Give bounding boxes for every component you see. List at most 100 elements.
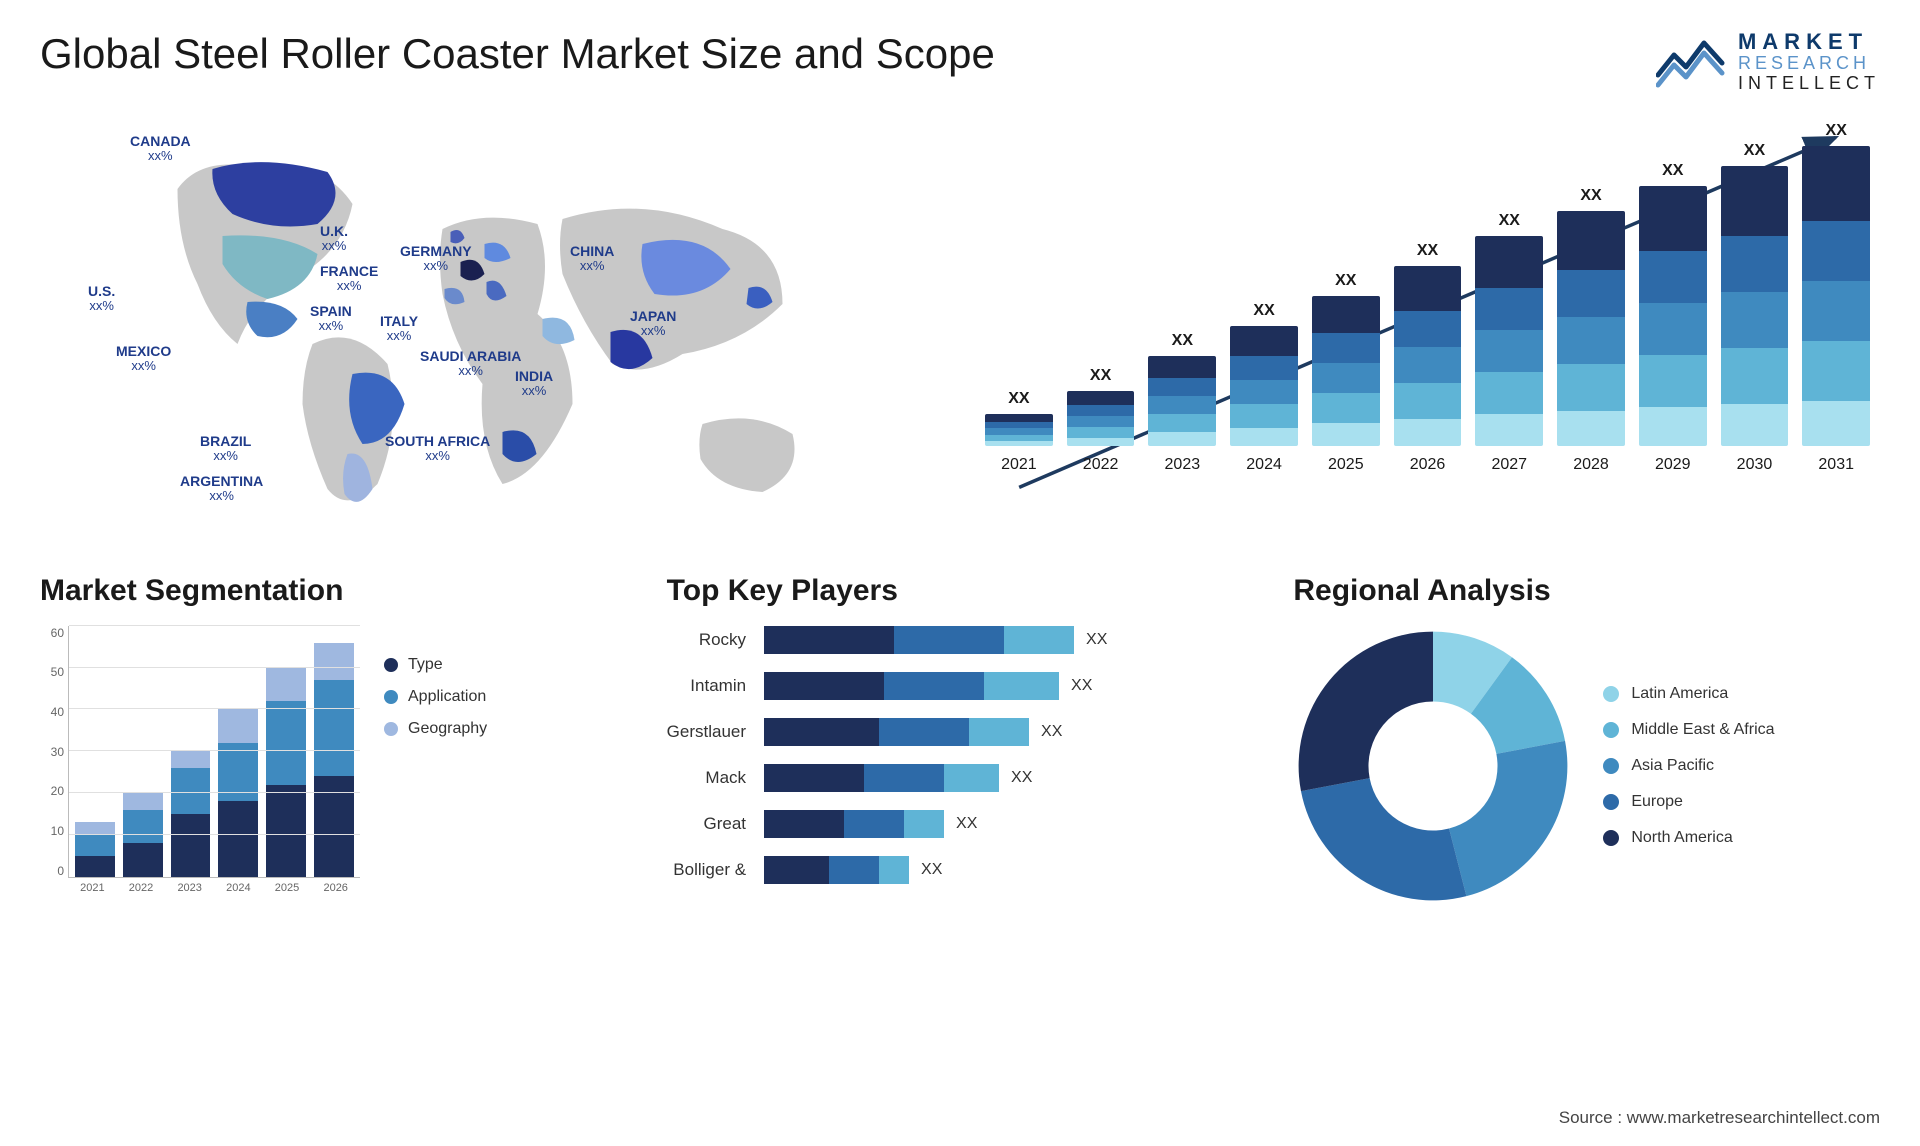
growth-bar bbox=[1639, 186, 1707, 446]
key-player-label: Bolliger & bbox=[673, 856, 746, 884]
seg-legend-item: Geography bbox=[384, 720, 487, 738]
logo-line3: INTELLECT bbox=[1738, 74, 1880, 94]
growth-year-label: 2027 bbox=[1491, 456, 1527, 474]
seg-bar bbox=[266, 668, 306, 877]
key-player-label: Mack bbox=[705, 764, 746, 792]
growth-year-label: 2021 bbox=[1001, 456, 1037, 474]
key-player-bar bbox=[764, 626, 1074, 654]
source-attribution: Source : www.marketresearchintellect.com bbox=[1559, 1108, 1880, 1128]
map-country-label: CANADAxx% bbox=[130, 134, 191, 164]
growth-value-label: XX bbox=[1826, 122, 1847, 140]
segmentation-title: Market Segmentation bbox=[40, 574, 627, 608]
seg-x-tick: 2021 bbox=[68, 882, 117, 906]
seg-x-tick: 2022 bbox=[117, 882, 166, 906]
growth-year-label: 2030 bbox=[1737, 456, 1773, 474]
growth-bar bbox=[1394, 266, 1462, 446]
key-player-label: Intamin bbox=[690, 672, 746, 700]
growth-bar bbox=[1475, 236, 1543, 446]
key-players-panel: Top Key Players Rocky Intamin Gerstlauer Ma… bbox=[667, 574, 1254, 906]
growth-bar bbox=[1230, 326, 1298, 446]
seg-y-tick: 30 bbox=[40, 745, 64, 759]
growth-year-column: XX2023 bbox=[1148, 332, 1216, 474]
world-map-icon bbox=[40, 114, 945, 534]
seg-legend-item: Application bbox=[384, 688, 487, 706]
regional-panel: Regional Analysis Latin AmericaMiddle Ea… bbox=[1293, 574, 1880, 906]
seg-x-tick: 2025 bbox=[263, 882, 312, 906]
region-legend-item: Asia Pacific bbox=[1603, 757, 1774, 775]
growth-bar bbox=[1802, 146, 1870, 446]
region-legend-item: North America bbox=[1603, 829, 1774, 847]
map-country-label: U.K.xx% bbox=[320, 224, 348, 254]
key-player-label: Rocky bbox=[699, 626, 746, 654]
key-player-bar bbox=[764, 810, 944, 838]
growth-year-column: XX 2031 bbox=[1802, 122, 1870, 474]
key-players-chart: XXXXXXXXXXXX bbox=[764, 626, 1253, 884]
map-country-label: ITALYxx% bbox=[380, 314, 418, 344]
growth-value-label: XX bbox=[1580, 187, 1601, 205]
key-player-value: XX bbox=[956, 815, 977, 833]
region-legend-item: Middle East & Africa bbox=[1603, 721, 1774, 739]
growth-year-column: XX 2024 bbox=[1230, 302, 1298, 474]
seg-y-tick: 0 bbox=[40, 864, 64, 878]
growth-bar bbox=[1067, 391, 1135, 446]
logo-line2: RESEARCH bbox=[1738, 54, 1880, 74]
key-player-label: Great bbox=[704, 810, 747, 838]
growth-bar bbox=[985, 414, 1053, 446]
key-player-value: XX bbox=[921, 861, 942, 879]
brand-logo: MARKET RESEARCH INTELLECT bbox=[1656, 30, 1880, 94]
region-legend-item: Latin America bbox=[1603, 685, 1774, 703]
key-player-label: Gerstlauer bbox=[667, 718, 746, 746]
segmentation-panel: Market Segmentation 6050403020100 202120… bbox=[40, 574, 627, 906]
key-player-bar bbox=[764, 764, 999, 792]
seg-y-tick: 60 bbox=[40, 626, 64, 640]
key-player-bar bbox=[764, 672, 1059, 700]
map-country-label: CHINAxx% bbox=[570, 244, 614, 274]
region-legend-item: Europe bbox=[1603, 793, 1774, 811]
map-country-label: FRANCExx% bbox=[320, 264, 378, 294]
seg-bar bbox=[314, 643, 354, 877]
seg-x-tick: 2026 bbox=[311, 882, 360, 906]
key-player-bar bbox=[764, 718, 1029, 746]
map-country-label: INDIAxx% bbox=[515, 369, 553, 399]
map-country-label: MEXICOxx% bbox=[116, 344, 171, 374]
growth-value-label: XX bbox=[1744, 142, 1765, 160]
growth-value-label: XX bbox=[1335, 272, 1356, 290]
growth-year-column: XX2028 bbox=[1557, 187, 1625, 474]
growth-year-column: XX2025 bbox=[1312, 272, 1380, 474]
seg-y-tick: 20 bbox=[40, 784, 64, 798]
growth-year-label: 2023 bbox=[1165, 456, 1201, 474]
growth-year-label: 2024 bbox=[1246, 456, 1282, 474]
growth-year-column: XX2026 bbox=[1394, 242, 1462, 474]
growth-year-column: XX 2030 bbox=[1721, 142, 1789, 474]
key-player-row: XX bbox=[764, 718, 1253, 746]
seg-bar bbox=[171, 751, 211, 877]
growth-bar bbox=[1312, 296, 1380, 446]
map-country-label: GERMANYxx% bbox=[400, 244, 472, 274]
seg-bar bbox=[123, 793, 163, 877]
seg-x-tick: 2023 bbox=[165, 882, 214, 906]
growth-year-label: 2029 bbox=[1655, 456, 1691, 474]
growth-bar bbox=[1557, 211, 1625, 446]
map-country-label: JAPANxx% bbox=[630, 309, 676, 339]
key-player-bar bbox=[764, 856, 909, 884]
map-country-label: ARGENTINAxx% bbox=[180, 474, 263, 504]
growth-year-label: 2022 bbox=[1083, 456, 1119, 474]
growth-year-column: XX2027 bbox=[1475, 212, 1543, 474]
growth-value-label: XX bbox=[1090, 367, 1111, 385]
growth-year-label: 2031 bbox=[1818, 456, 1854, 474]
seg-y-tick: 50 bbox=[40, 665, 64, 679]
growth-value-label: XX bbox=[1008, 390, 1029, 408]
growth-value-label: XX bbox=[1253, 302, 1274, 320]
key-player-value: XX bbox=[1011, 769, 1032, 787]
key-player-row: XX bbox=[764, 856, 1253, 884]
page-title: Global Steel Roller Coaster Market Size … bbox=[40, 30, 995, 78]
growth-value-label: XX bbox=[1662, 162, 1683, 180]
seg-y-tick: 10 bbox=[40, 824, 64, 838]
key-player-value: XX bbox=[1086, 631, 1107, 649]
growth-year-column: XX 2021 bbox=[985, 390, 1053, 474]
world-map-chart: CANADAxx% U.S.xx% MEXICOxx% BRAZILxx% ARGENT… bbox=[40, 114, 945, 534]
map-country-label: BRAZILxx% bbox=[200, 434, 251, 464]
growth-year-column: XX 2022 bbox=[1067, 367, 1135, 474]
key-players-title: Top Key Players bbox=[667, 574, 1254, 608]
map-country-label: U.S.xx% bbox=[88, 284, 115, 314]
